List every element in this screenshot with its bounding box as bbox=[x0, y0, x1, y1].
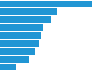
Bar bbox=[0, 48, 35, 55]
Bar bbox=[0, 1, 92, 7]
Bar bbox=[0, 56, 30, 63]
Bar bbox=[0, 64, 16, 70]
Bar bbox=[0, 32, 41, 39]
Bar bbox=[0, 16, 50, 23]
Bar bbox=[0, 24, 43, 31]
Bar bbox=[0, 8, 57, 15]
Bar bbox=[0, 40, 39, 47]
